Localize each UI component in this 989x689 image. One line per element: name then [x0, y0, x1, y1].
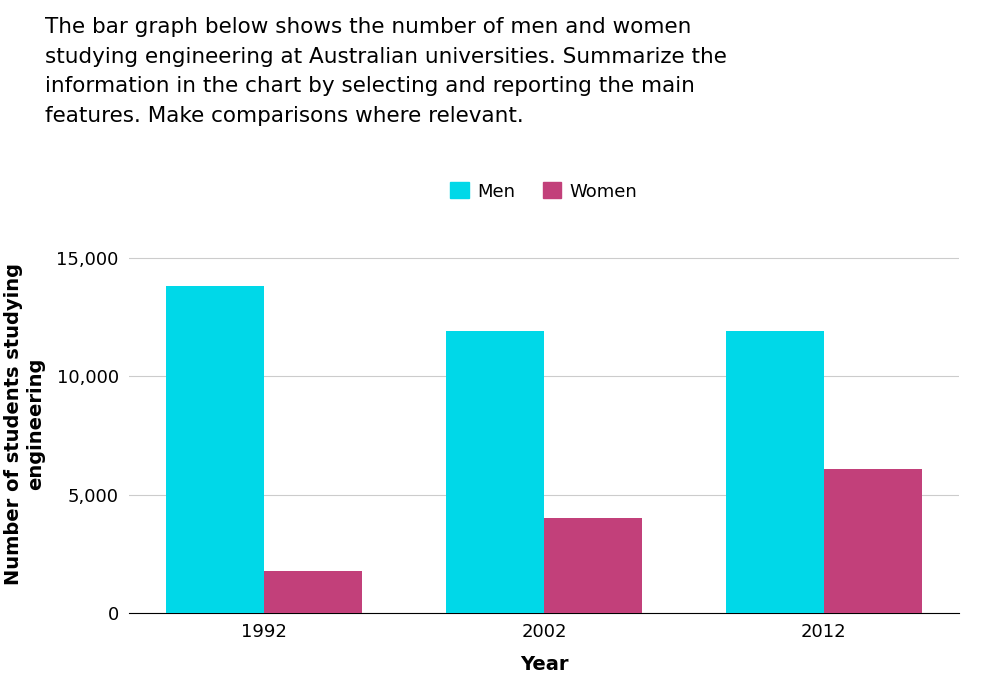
Bar: [264, 570, 362, 613]
Bar: [544, 518, 642, 613]
Bar: [166, 287, 264, 613]
Legend: Men, Women: Men, Women: [443, 175, 645, 208]
X-axis label: Year: Year: [519, 655, 569, 674]
Bar: [446, 331, 544, 613]
Y-axis label: Number of students studying
engineering: Number of students studying engineering: [4, 263, 45, 585]
Bar: [824, 469, 922, 613]
Bar: [726, 331, 824, 613]
Text: The bar graph below shows the number of men and women
studying engineering at Au: The bar graph below shows the number of …: [45, 17, 726, 126]
